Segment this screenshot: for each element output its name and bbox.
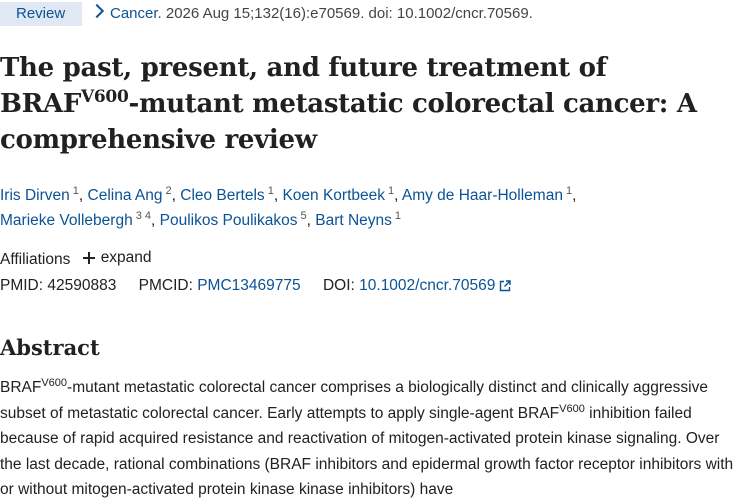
doi-value: 10.1002/cncr.70569: [359, 277, 496, 294]
title-text-part1: The past, present, and future treatment …: [0, 53, 607, 119]
plus-icon: [82, 252, 95, 264]
abstract-superscript: V600: [559, 402, 585, 415]
author-link[interactable]: Amy de Haar-Holleman: [401, 187, 563, 204]
author-separator: ,: [273, 187, 279, 204]
author-link[interactable]: Koen Kortbeek: [282, 187, 385, 204]
affiliations-expand-button[interactable]: expand: [82, 247, 152, 269]
author-item: Koen Kortbeek 1,: [282, 185, 399, 205]
author-separator: ,: [306, 212, 311, 229]
pmid-value: 42590883: [47, 277, 117, 294]
affiliation-number[interactable]: 1: [387, 185, 395, 197]
affiliations-label: Affiliations: [0, 251, 71, 268]
author-link[interactable]: Iris Dirven: [0, 187, 70, 204]
citation-details: . 2026 Aug 15;132(16):e70569. doi: 10.10…: [157, 5, 533, 22]
author-separator: ,: [394, 187, 399, 204]
pmid-label: PMID:: [0, 277, 44, 294]
abstract-superscript: V600: [41, 377, 68, 389]
author-link[interactable]: Celina Ang: [87, 187, 163, 204]
citation-line: Cancer. 2026 Aug 15;132(16):e70569. doi:…: [89, 2, 533, 26]
doi-label: DOI:: [322, 277, 355, 294]
abstract-segment: BRAF: [0, 379, 42, 396]
pmcid-label: PMCID:: [138, 277, 193, 294]
journal-link[interactable]: Cancer: [110, 5, 158, 22]
external-link-icon: [500, 280, 512, 292]
affiliation-number[interactable]: 1: [72, 185, 79, 197]
affiliation-number[interactable]: 1: [565, 185, 573, 197]
author-separator: ,: [171, 187, 176, 204]
title-superscript: V600: [81, 87, 129, 107]
affiliation-number[interactable]: 1: [394, 210, 402, 222]
author-item: Bart Neyns 1: [315, 210, 402, 230]
authors-list: Iris Dirven 1, Celina Ang 2, Cleo Bertels 1…: [0, 183, 740, 233]
identifiers-row: PMID: 42590883 PMCID: PMC13469775 DOI: 1…: [0, 275, 512, 297]
author-link[interactable]: Cleo Bertels: [180, 187, 265, 204]
author-item: Poulikos Poulikakos 5,: [159, 210, 311, 230]
affiliation-number[interactable]: 2: [165, 185, 172, 197]
abstract-segment: inhibition failed because of rapid acqui…: [0, 404, 734, 499]
author-item: Celina Ang 2,: [87, 185, 176, 205]
affiliation-number[interactable]: 3 4: [135, 210, 151, 222]
author-link[interactable]: Bart Neyns: [315, 212, 392, 229]
title-text-part2: -mutant metastatic colorectal cancer: A …: [0, 89, 697, 155]
affiliations-row: Affiliations expand: [0, 247, 152, 271]
abstract-text: BRAFV600-mutant metastatic colorectal ca…: [0, 375, 740, 500]
author-link[interactable]: Marieke Vollebergh: [0, 212, 133, 229]
affiliation-number[interactable]: 5: [300, 210, 307, 222]
author-item: Marieke Vollebergh 3 4,: [0, 210, 156, 230]
author-item: Iris Dirven 1,: [0, 185, 84, 205]
author-item: Amy de Haar-Holleman 1,: [401, 185, 577, 205]
author-separator: ,: [78, 187, 84, 204]
pmcid-link[interactable]: PMC13469775: [197, 277, 301, 294]
expand-label: expand: [100, 249, 152, 266]
doi-link[interactable]: 10.1002/cncr.70569: [359, 277, 512, 294]
publication-type-badge: Review: [0, 2, 82, 26]
author-link[interactable]: Poulikos Poulikakos: [159, 212, 298, 229]
citation-bar: Review Cancer. 2026 Aug 15;132(16):e7056…: [0, 0, 750, 28]
abstract-heading: Abstract: [0, 335, 100, 360]
affiliation-number[interactable]: 1: [267, 185, 274, 197]
chevron-right-icon: [89, 3, 105, 19]
author-separator: ,: [151, 212, 156, 229]
author-item: Cleo Bertels 1,: [180, 185, 279, 205]
article-title: The past, present, and future treatment …: [0, 50, 750, 158]
abstract-segment: -mutant metastatic colorectal cancer com…: [0, 379, 708, 422]
author-separator: ,: [572, 187, 577, 204]
